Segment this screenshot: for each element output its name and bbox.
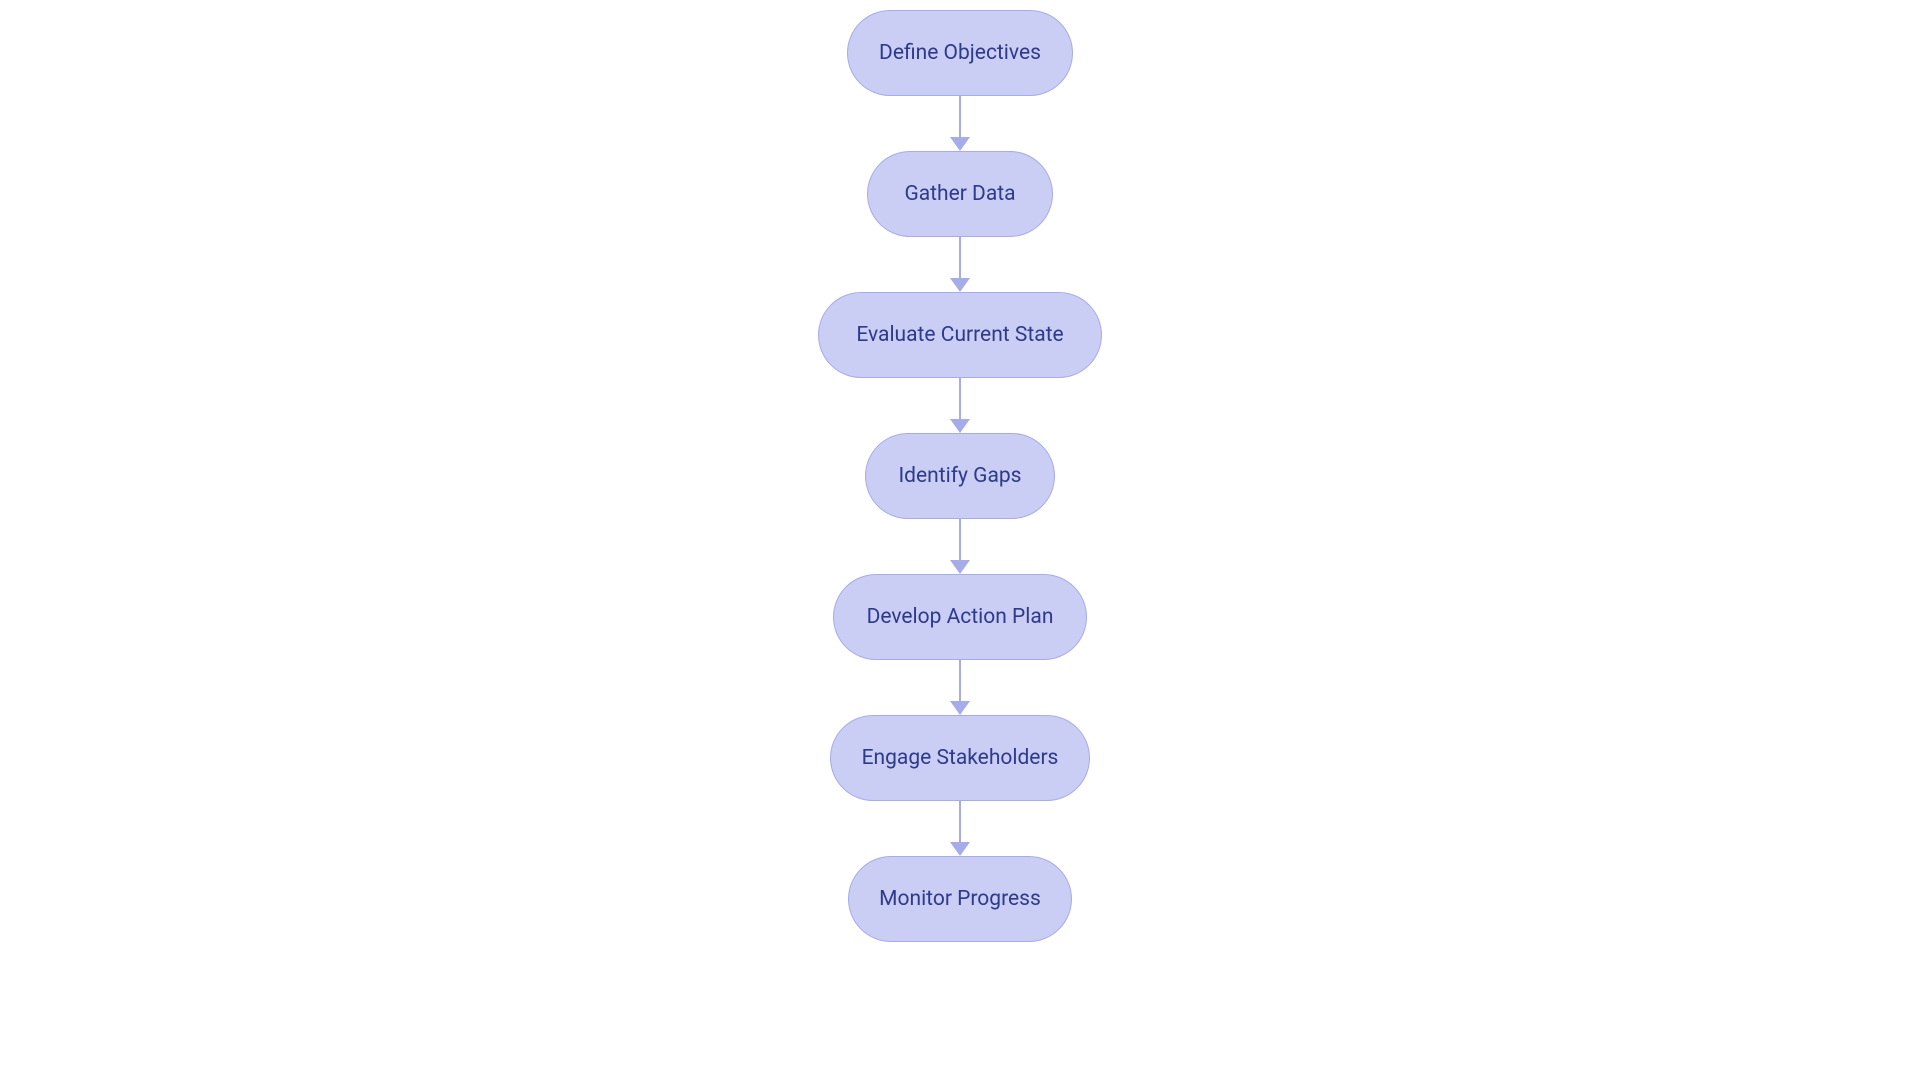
flowchart-node-label: Identify Gaps [898,464,1021,488]
flowchart-node-label: Develop Action Plan [867,605,1054,629]
flowchart-node-gather-data: Gather Data [867,151,1053,237]
flowchart-container: Define Objectives Gather Data Evaluate Cur… [818,10,1102,942]
connector-line [959,237,961,278]
flowchart-node-engage-stakeholders: Engage Stakeholders [830,715,1090,801]
flowchart-node-develop-action-plan: Develop Action Plan [833,574,1087,660]
flowchart-node-label: Evaluate Current State [856,323,1063,347]
flowchart-connector [950,96,970,151]
flowchart-node-monitor-progress: Monitor Progress [848,856,1072,942]
flowchart-node-define-objectives: Define Objectives [847,10,1073,96]
connector-line [959,801,961,842]
flowchart-node-label: Monitor Progress [879,887,1041,911]
arrow-down-icon [950,419,970,433]
flowchart-node-identify-gaps: Identify Gaps [865,433,1055,519]
flowchart-connector [950,660,970,715]
flowchart-node-label: Gather Data [904,182,1015,206]
arrow-down-icon [950,137,970,151]
connector-line [959,96,961,137]
flowchart-node-evaluate-current: Evaluate Current State [818,292,1102,378]
connector-line [959,378,961,419]
flowchart-node-label: Engage Stakeholders [862,746,1059,770]
connector-line [959,660,961,701]
arrow-down-icon [950,842,970,856]
flowchart-node-label: Define Objectives [879,41,1041,65]
flowchart-connector [950,519,970,574]
arrow-down-icon [950,278,970,292]
flowchart-connector [950,378,970,433]
connector-line [959,519,961,560]
flowchart-connector [950,237,970,292]
arrow-down-icon [950,701,970,715]
flowchart-connector [950,801,970,856]
arrow-down-icon [950,560,970,574]
